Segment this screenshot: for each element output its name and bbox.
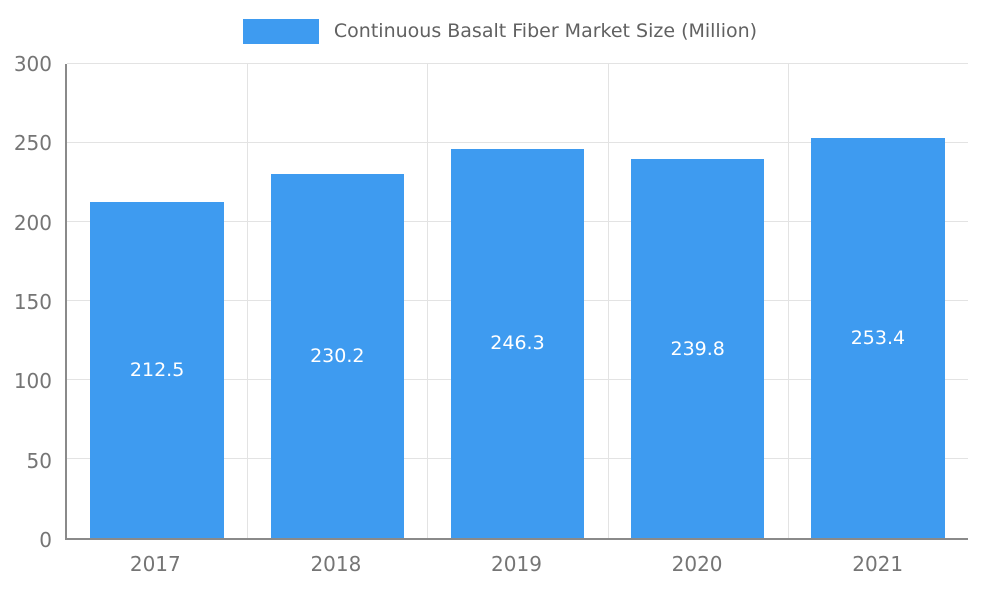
bar-2018: 230.2 — [270, 174, 404, 538]
vertical-gridline — [427, 64, 429, 538]
y-tick-label: 150 — [13, 290, 52, 314]
horizontal-gridline — [67, 63, 968, 64]
bar-slot-2018: 230.2 — [247, 64, 427, 538]
bar-2020: 239.8 — [631, 159, 765, 538]
x-tick-label: 2020 — [671, 552, 723, 576]
x-axis: 2017 2018 2019 2020 2021 — [65, 552, 968, 576]
y-axis: 0 50 100 150 200 250 300 — [0, 54, 52, 550]
bar-slot-2019: 246.3 — [427, 64, 607, 538]
bar-series: 212.5 230.2 246.3 239.8 253.4 — [67, 64, 968, 538]
bar-value-label: 212.5 — [129, 359, 185, 382]
legend-swatch[interactable] — [242, 18, 319, 44]
y-tick-label: 200 — [13, 210, 52, 235]
bar-value-label: 230.2 — [310, 345, 365, 368]
vertical-gridline — [247, 64, 249, 538]
x-tick-label: 2018 — [310, 552, 362, 576]
chart-title: Continuous Basalt Fiber Market Size (Mil… — [333, 20, 758, 42]
bar-2019: 246.3 — [450, 148, 585, 538]
bar-2021: 253.4 — [811, 137, 945, 538]
horizontal-gridline — [67, 142, 968, 143]
y-tick-label: 100 — [13, 369, 52, 394]
vertical-gridline — [607, 64, 609, 538]
bar-slot-2020: 239.8 — [608, 64, 788, 538]
vertical-gridline — [787, 64, 789, 538]
chart-legend: Continuous Basalt Fiber Market Size (Mil… — [0, 16, 1000, 46]
y-tick-label: 250 — [13, 131, 52, 156]
x-tick-label: 2021 — [852, 552, 904, 576]
bar-value-label: 239.8 — [670, 337, 725, 360]
x-tick-label: 2019 — [491, 552, 542, 576]
bar-value-label: 253.4 — [850, 326, 906, 349]
plot-area: 212.5 230.2 246.3 239.8 253.4 — [65, 63, 968, 540]
y-tick-label: 300 — [13, 52, 52, 76]
bar-slot-2017: 212.5 — [67, 64, 247, 538]
y-tick-label: 50 — [26, 448, 52, 473]
bar-value-label: 246.3 — [490, 332, 545, 355]
bar-2017: 212.5 — [90, 202, 224, 538]
y-tick-label: 0 — [39, 528, 52, 552]
x-tick-label: 2017 — [129, 552, 181, 576]
bar-slot-2021: 253.4 — [788, 64, 968, 538]
